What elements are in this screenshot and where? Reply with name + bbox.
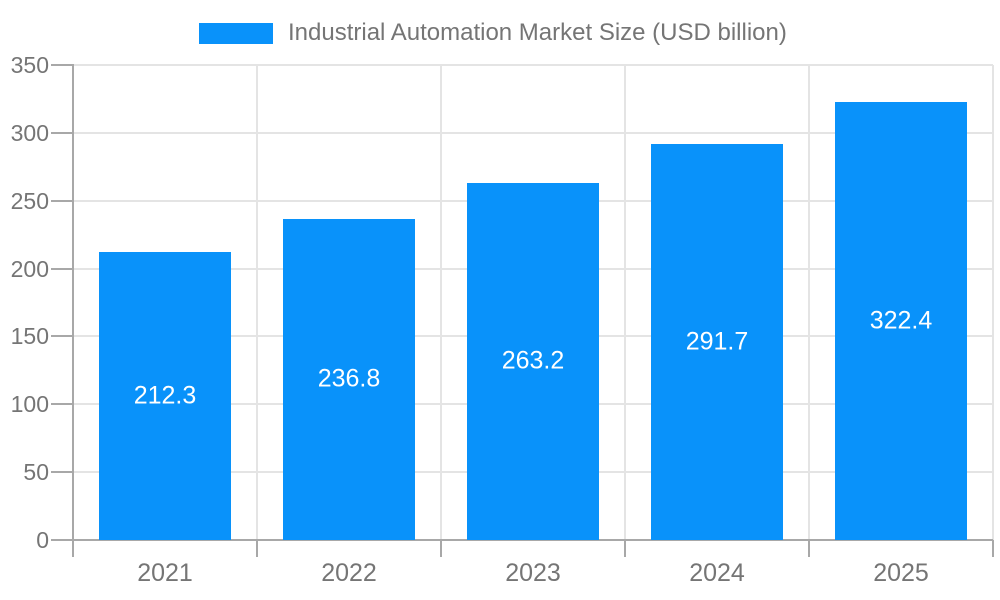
x-axis-label-2025: 2025 <box>873 559 929 587</box>
bar-2023[interactable] <box>467 182 599 540</box>
x-axis-tick <box>256 540 258 557</box>
h-gridline <box>73 131 993 134</box>
bar-value-label: 263.2 <box>501 346 565 375</box>
legend-label: Industrial Automation Market Size (USD b… <box>288 19 787 46</box>
x-axis-line <box>51 539 993 541</box>
y-axis-label: 100 <box>10 391 49 418</box>
bar-2022[interactable] <box>283 218 415 540</box>
x-axis-tick <box>624 540 626 557</box>
y-axis-label: 0 <box>36 527 49 553</box>
x-axis-tick <box>992 540 994 557</box>
x-axis-tick <box>440 540 442 557</box>
bar-value-label: 212.3 <box>133 381 197 410</box>
y-axis-label: 250 <box>10 187 49 214</box>
y-axis-label: 150 <box>10 323 49 350</box>
v-gridline <box>624 65 626 540</box>
bar-2021[interactable] <box>99 251 231 540</box>
v-gridline <box>992 65 994 540</box>
legend-item[interactable]: Industrial Automation Market Size (USD b… <box>199 20 787 46</box>
bar-value-label: 322.4 <box>869 306 933 335</box>
v-gridline <box>808 65 810 540</box>
h-gridline <box>73 64 993 66</box>
x-axis-label-2022: 2022 <box>321 559 377 587</box>
x-axis-label-2023: 2023 <box>505 559 561 587</box>
bar-value-label: 291.7 <box>685 327 749 356</box>
bar-2025[interactable] <box>835 102 967 540</box>
y-axis-tick <box>51 471 73 474</box>
y-axis-tick <box>51 131 73 134</box>
x-axis-label-2021: 2021 <box>137 559 193 587</box>
y-axis-tick <box>51 267 73 270</box>
y-axis-label: 50 <box>23 459 49 486</box>
legend-swatch-icon <box>199 22 273 44</box>
y-axis-tick <box>51 64 73 66</box>
y-axis-tick <box>51 199 73 202</box>
v-gridline <box>440 65 442 540</box>
bar-value-label: 236.8 <box>317 364 381 393</box>
x-axis-label-2024: 2024 <box>689 559 745 587</box>
v-gridline <box>256 65 258 540</box>
y-axis-label: 300 <box>10 119 49 146</box>
y-axis-tick <box>51 403 73 406</box>
y-axis-line <box>72 64 74 557</box>
y-axis-tick <box>51 335 73 338</box>
y-axis-label: 200 <box>10 255 49 282</box>
x-axis-tick <box>808 540 810 557</box>
bar-2024[interactable] <box>651 144 783 540</box>
y-axis-label: 350 <box>10 52 49 78</box>
